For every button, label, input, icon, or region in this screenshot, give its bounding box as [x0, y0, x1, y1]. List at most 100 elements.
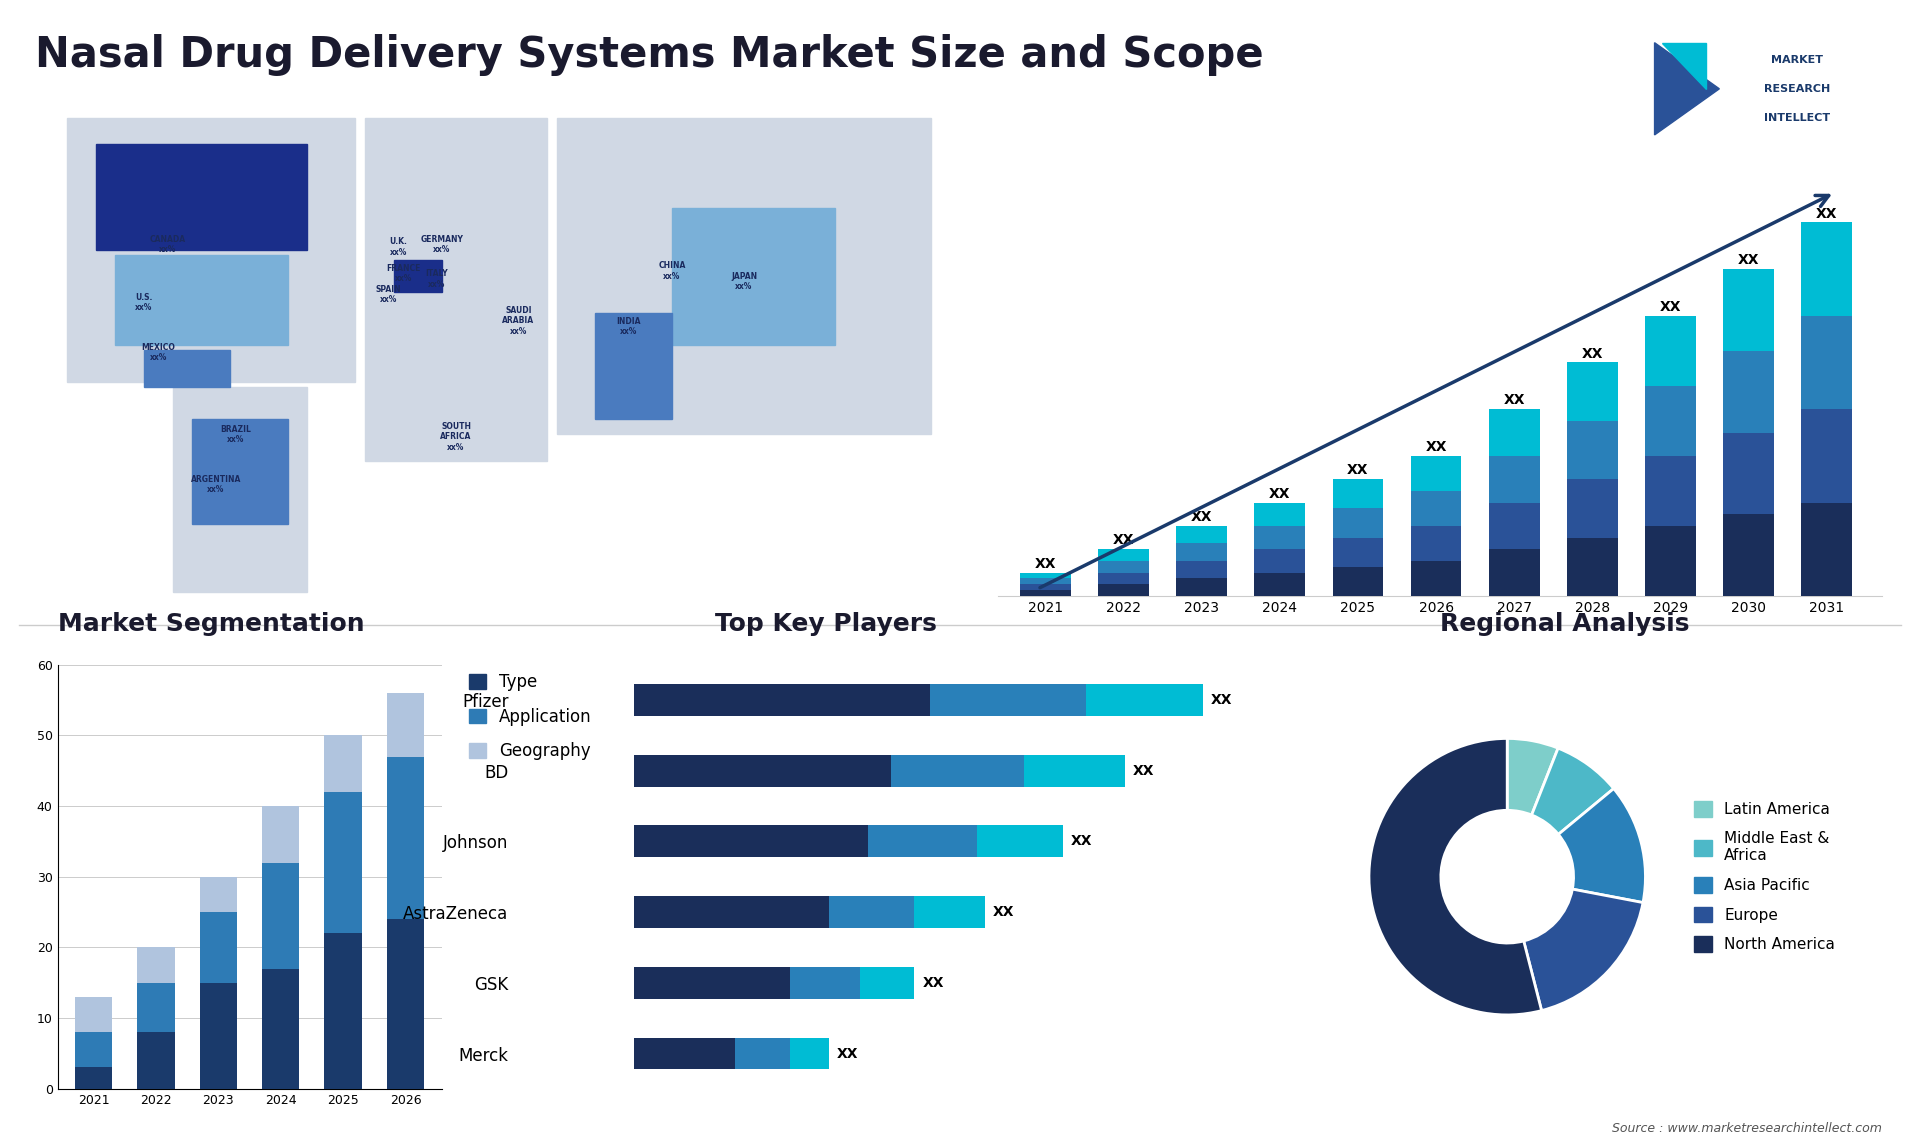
Bar — [200, 877, 238, 912]
Legend: Type, Application, Geography: Type, Application, Geography — [468, 673, 591, 760]
Bar — [1020, 573, 1071, 579]
Polygon shape — [96, 144, 307, 250]
Bar — [261, 806, 300, 863]
Text: INDIA
xx%: INDIA xx% — [616, 316, 641, 336]
Polygon shape — [115, 256, 288, 345]
Bar — [138, 948, 175, 982]
Text: SOUTH
AFRICA
xx%: SOUTH AFRICA xx% — [440, 422, 472, 452]
Bar — [1801, 503, 1853, 596]
Bar — [735, 1037, 789, 1069]
Bar — [1098, 573, 1148, 584]
Bar — [634, 896, 829, 928]
Bar — [138, 1033, 175, 1089]
Bar — [386, 756, 424, 919]
Text: XX: XX — [993, 905, 1014, 919]
Bar — [138, 982, 175, 1033]
Bar — [789, 1037, 829, 1069]
Bar — [1724, 351, 1774, 432]
Bar — [829, 896, 914, 928]
Bar — [1488, 503, 1540, 549]
Bar — [1177, 543, 1227, 560]
Bar — [1332, 537, 1382, 567]
Bar — [1724, 515, 1774, 596]
Bar — [1332, 567, 1382, 596]
Bar — [1645, 526, 1695, 596]
Bar — [1332, 479, 1382, 509]
Wedge shape — [1369, 738, 1542, 1015]
Polygon shape — [67, 118, 355, 382]
Polygon shape — [1663, 42, 1707, 89]
Bar — [1724, 269, 1774, 351]
Bar — [75, 997, 113, 1033]
Text: ARGENTINA
xx%: ARGENTINA xx% — [190, 474, 242, 494]
Text: GERMANY
xx%: GERMANY xx% — [420, 235, 463, 254]
Bar — [977, 825, 1062, 857]
Bar — [1411, 456, 1461, 490]
Text: INTELLECT: INTELLECT — [1764, 112, 1830, 123]
Bar — [1177, 526, 1227, 543]
Text: XX: XX — [1035, 557, 1056, 571]
Text: XX: XX — [1582, 347, 1603, 361]
Bar — [324, 933, 361, 1089]
Bar — [1724, 432, 1774, 515]
Bar — [1332, 509, 1382, 537]
Bar — [914, 896, 985, 928]
Bar — [75, 1068, 113, 1089]
Text: Regional Analysis: Regional Analysis — [1440, 612, 1690, 636]
Text: Nasal Drug Delivery Systems Market Size and Scope: Nasal Drug Delivery Systems Market Size … — [35, 34, 1263, 77]
Text: Market Segmentation: Market Segmentation — [58, 612, 365, 636]
Bar — [1254, 526, 1306, 549]
Bar — [868, 825, 977, 857]
Bar — [75, 1033, 113, 1068]
Polygon shape — [672, 207, 835, 345]
Bar — [261, 863, 300, 968]
Bar — [634, 825, 868, 857]
Bar — [1254, 549, 1306, 573]
Bar — [1020, 584, 1071, 590]
Bar — [1087, 684, 1204, 716]
Text: CHINA
xx%: CHINA xx% — [659, 261, 685, 281]
Text: XX: XX — [1348, 463, 1369, 478]
Text: JAPAN
xx%: JAPAN xx% — [732, 272, 756, 291]
Bar — [261, 968, 300, 1089]
Bar — [1254, 573, 1306, 596]
Bar — [1567, 479, 1619, 537]
Wedge shape — [1507, 738, 1559, 815]
Text: XX: XX — [1133, 763, 1154, 778]
Text: XX: XX — [1269, 487, 1290, 501]
Text: SAUDI
ARABIA
xx%: SAUDI ARABIA xx% — [503, 306, 534, 336]
Bar — [1567, 537, 1619, 596]
Bar — [1567, 362, 1619, 421]
Text: BRAZIL
xx%: BRAZIL xx% — [219, 425, 252, 444]
Bar — [1098, 584, 1148, 596]
Bar — [1645, 456, 1695, 526]
Bar — [860, 967, 914, 998]
Polygon shape — [144, 350, 230, 387]
Text: XX: XX — [1503, 393, 1524, 408]
Text: XX: XX — [1659, 300, 1682, 314]
Wedge shape — [1524, 889, 1644, 1011]
Text: MARKET: MARKET — [1770, 55, 1824, 65]
Polygon shape — [365, 118, 547, 461]
Bar — [324, 736, 361, 792]
Text: XX: XX — [1071, 834, 1092, 848]
Bar — [1254, 503, 1306, 526]
Bar — [1177, 579, 1227, 596]
Bar — [789, 967, 860, 998]
Text: XX: XX — [837, 1046, 858, 1060]
Bar — [1020, 579, 1071, 584]
Wedge shape — [1559, 788, 1645, 903]
Bar — [1020, 590, 1071, 596]
Bar — [1567, 421, 1619, 479]
Bar — [1023, 755, 1125, 786]
Text: FRANCE
xx%: FRANCE xx% — [386, 264, 420, 283]
Bar — [1488, 409, 1540, 456]
Polygon shape — [394, 260, 442, 292]
Text: MEXICO
xx%: MEXICO xx% — [142, 343, 175, 362]
Text: XX: XX — [1816, 206, 1837, 221]
Bar — [1801, 316, 1853, 409]
Bar — [1411, 490, 1461, 526]
Bar — [634, 967, 789, 998]
Text: ITALY
xx%: ITALY xx% — [426, 269, 447, 289]
Polygon shape — [595, 313, 672, 418]
